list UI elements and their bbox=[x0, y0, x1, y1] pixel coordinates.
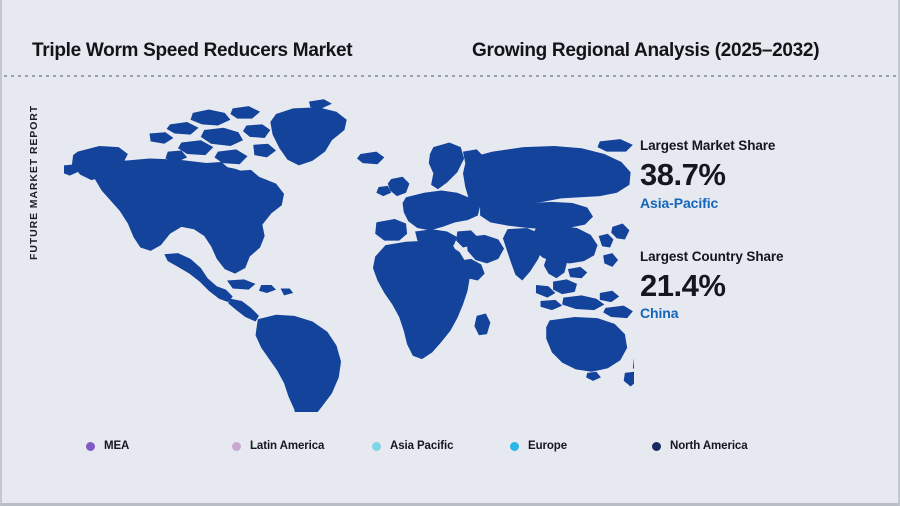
legend-label: MEA bbox=[104, 440, 130, 452]
legend-label: North America bbox=[670, 440, 748, 452]
header-subtitle: Growing Regional Analysis (2025–2032) bbox=[472, 40, 820, 61]
stats-panel: Largest Market Share 38.7% Asia-Pacific … bbox=[640, 138, 885, 359]
legend-dot-icon bbox=[652, 441, 661, 451]
legend-item-latin-america: Latin America bbox=[232, 440, 324, 452]
world-map bbox=[64, 92, 634, 412]
legend-dot-icon bbox=[86, 441, 95, 451]
header: Triple Worm Speed Reducers Market Growin… bbox=[2, 0, 898, 76]
stat-largest-country-share: Largest Country Share 21.4% China bbox=[640, 249, 885, 322]
legend-label: Asia Pacific bbox=[390, 440, 454, 452]
world-map-svg bbox=[64, 99, 634, 412]
page-title: Triple Worm Speed Reducers Market bbox=[32, 40, 353, 61]
legend-item-mea: MEA bbox=[86, 440, 129, 452]
legend-item-asia-pacific: Asia Pacific bbox=[372, 440, 453, 452]
brand-watermark: FUTURE MARKET REPORT bbox=[28, 104, 40, 260]
stat-label: Largest Country Share bbox=[640, 248, 784, 264]
map-landmass bbox=[64, 99, 634, 412]
legend-dot-icon bbox=[372, 441, 381, 451]
stat-region: Asia-Pacific bbox=[640, 194, 719, 211]
legend-dot-icon bbox=[232, 441, 241, 451]
stat-region: China bbox=[640, 305, 679, 322]
stat-largest-market-share: Largest Market Share 38.7% Asia-Pacific bbox=[640, 138, 885, 211]
header-divider bbox=[4, 75, 896, 77]
legend-item-europe: Europe bbox=[510, 440, 567, 452]
stat-value: 21.4% bbox=[640, 267, 726, 303]
legend-label: Europe bbox=[528, 440, 568, 452]
stat-value: 38.7% bbox=[640, 157, 726, 192]
legend-item-north-america: North America bbox=[652, 440, 748, 452]
stat-label: Largest Market Share bbox=[640, 138, 776, 153]
legend-label: Latin America bbox=[250, 440, 325, 452]
legend-dot-icon bbox=[510, 441, 519, 451]
